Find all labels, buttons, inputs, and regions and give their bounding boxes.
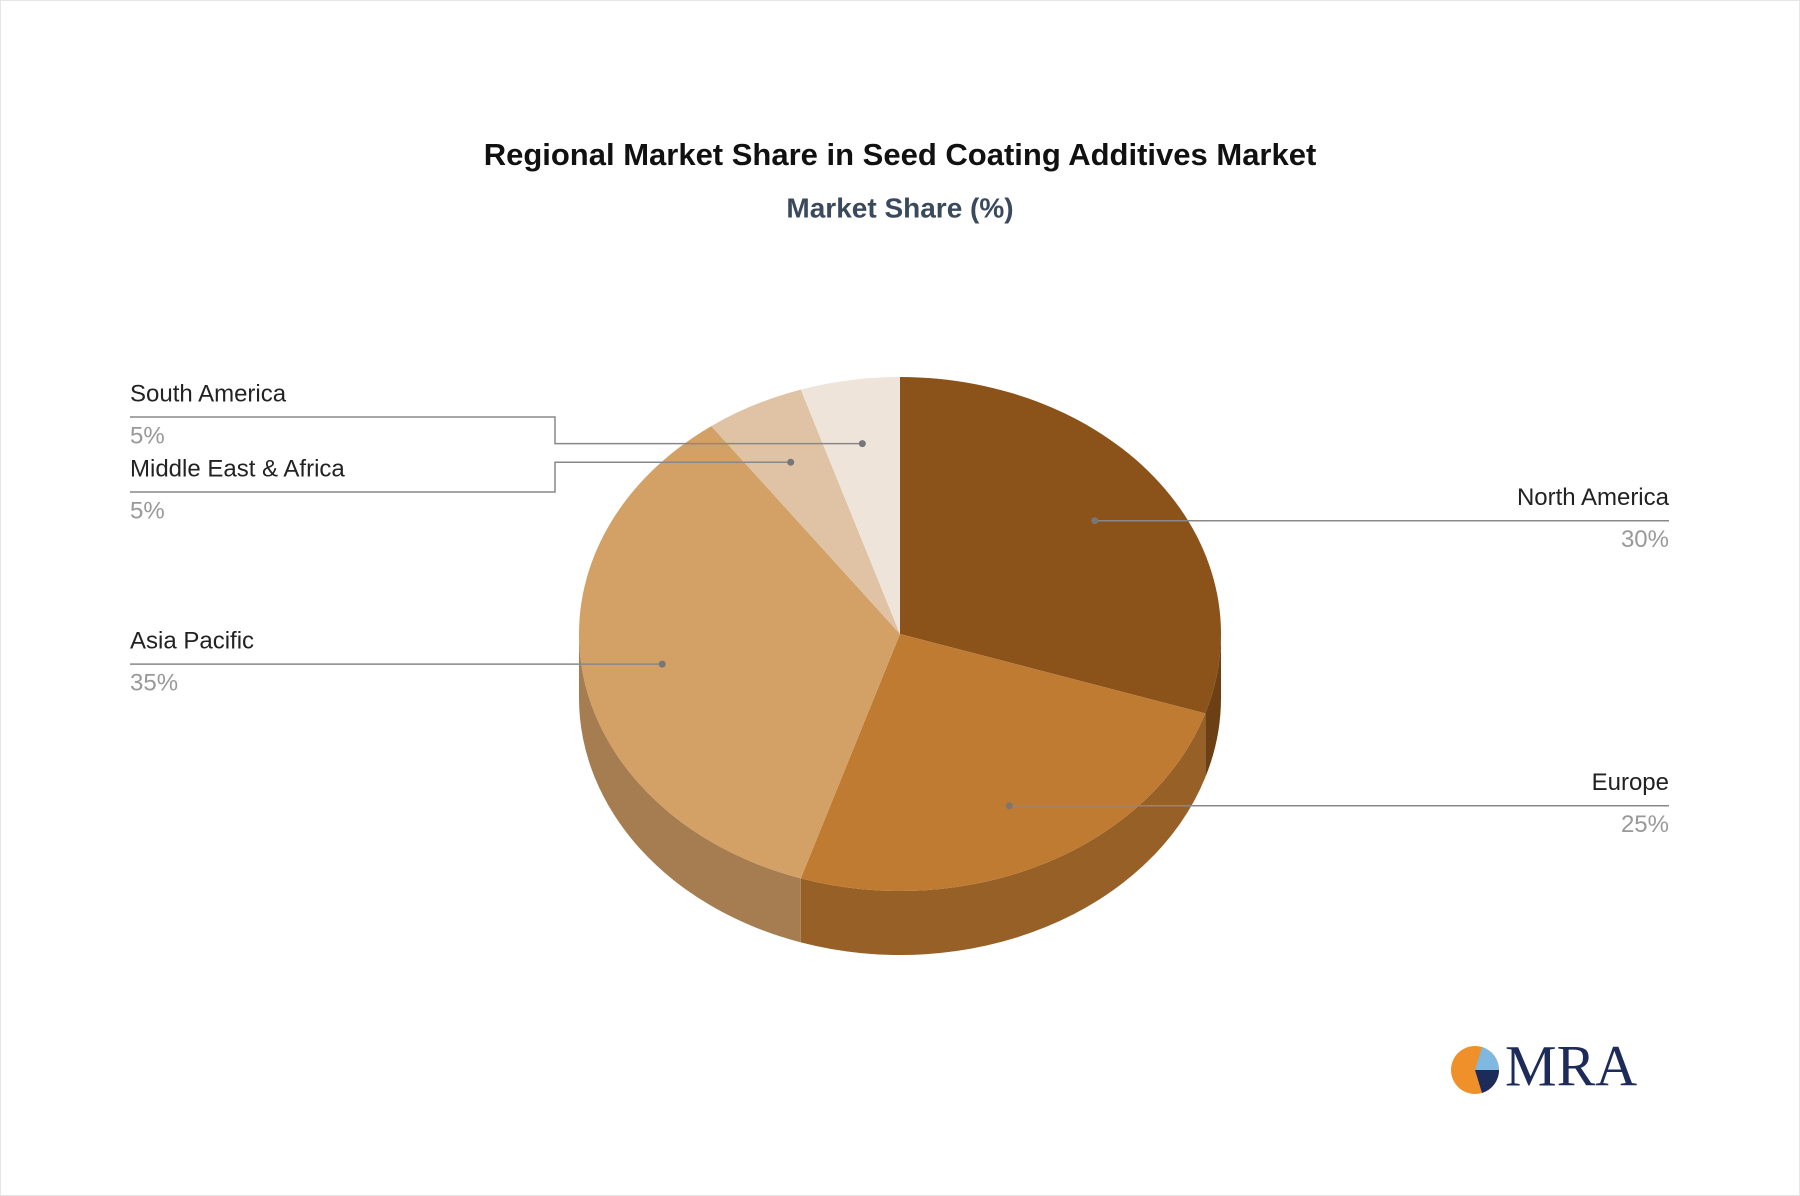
chart-subtitle: Market Share (%) (786, 192, 1013, 223)
logo-wedge (1475, 1070, 1499, 1093)
category-label: Middle East & Africa (130, 455, 345, 482)
slice (800, 634, 1206, 891)
chart-title: Regional Market Share in Seed Coating Ad… (484, 137, 1317, 172)
value-label: 35% (130, 669, 178, 696)
slice-side (579, 634, 801, 943)
value-label: 5% (130, 497, 165, 524)
leader-line (130, 416, 863, 445)
slice (800, 377, 900, 634)
logo: MRA (1451, 1033, 1637, 1098)
slice-side (800, 713, 1206, 955)
slice (579, 426, 900, 879)
leader-dot (1005, 802, 1013, 810)
category-label: Europe (1592, 769, 1669, 796)
leader-dot (1091, 517, 1099, 525)
leader-line (130, 461, 791, 493)
category-label: North America (1517, 484, 1670, 511)
logo-wedge (1475, 1047, 1500, 1070)
value-label: 5% (130, 422, 165, 449)
slice (900, 377, 1221, 714)
leader-dot (658, 660, 666, 668)
slice-side (1205, 634, 1221, 778)
category-label: South America (130, 380, 287, 407)
value-label: 25% (1621, 811, 1669, 838)
logo-text: MRA (1505, 1033, 1637, 1098)
value-label: 30% (1621, 526, 1669, 553)
leader-dot (858, 440, 866, 448)
category-label: Asia Pacific (130, 627, 254, 654)
leader-dot (787, 458, 795, 466)
slice (711, 389, 900, 634)
